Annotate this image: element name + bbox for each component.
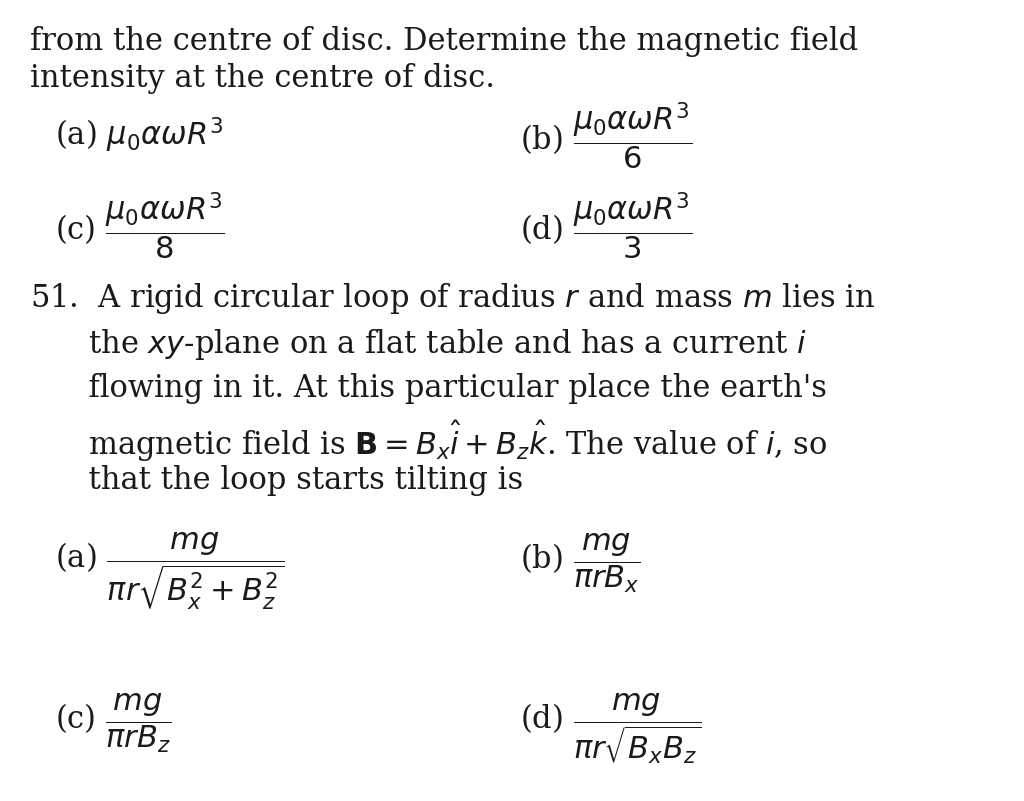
Text: (a) $\dfrac{mg}{\pi r\sqrt{B_x^2 + B_z^2}}$: (a) $\dfrac{mg}{\pi r\sqrt{B_x^2 + B_z^2… <box>55 531 285 612</box>
Text: (c) $\dfrac{\mu_0\alpha\omega R^3}{8}$: (c) $\dfrac{\mu_0\alpha\omega R^3}{8}$ <box>55 191 225 262</box>
Text: intensity at the centre of disc.: intensity at the centre of disc. <box>30 63 495 94</box>
Text: (a) $\mu_0\alpha\omega R^3$: (a) $\mu_0\alpha\omega R^3$ <box>55 116 223 155</box>
Text: that the loop starts tilting is: that the loop starts tilting is <box>30 465 523 496</box>
Text: (c) $\dfrac{mg}{\pi r B_z}$: (c) $\dfrac{mg}{\pi r B_z}$ <box>55 691 171 755</box>
Text: (b) $\dfrac{\mu_0\alpha\omega R^3}{6}$: (b) $\dfrac{\mu_0\alpha\omega R^3}{6}$ <box>520 101 692 172</box>
Text: (d) $\dfrac{mg}{\pi r\sqrt{B_x B_z}}$: (d) $\dfrac{mg}{\pi r\sqrt{B_x B_z}}$ <box>520 691 701 766</box>
Text: flowing in it. At this particular place the earth's: flowing in it. At this particular place … <box>30 373 827 404</box>
Text: magnetic field is $\mathbf{B} = B_x\hat{i} + B_z\hat{k}$. The value of $i$, so: magnetic field is $\mathbf{B} = B_x\hat{… <box>30 419 827 465</box>
Text: 51.  A rigid circular loop of radius $r$ and mass $m$ lies in: 51. A rigid circular loop of radius $r$ … <box>30 281 876 316</box>
Text: (d) $\dfrac{\mu_0\alpha\omega R^3}{3}$: (d) $\dfrac{\mu_0\alpha\omega R^3}{3}$ <box>520 191 692 262</box>
Text: the $xy$-plane on a flat table and has a current $i$: the $xy$-plane on a flat table and has a… <box>30 327 807 362</box>
Text: (b) $\dfrac{mg}{\pi r B_x}$: (b) $\dfrac{mg}{\pi r B_x}$ <box>520 531 640 594</box>
Text: from the centre of disc. Determine the magnetic field: from the centre of disc. Determine the m… <box>30 26 858 57</box>
